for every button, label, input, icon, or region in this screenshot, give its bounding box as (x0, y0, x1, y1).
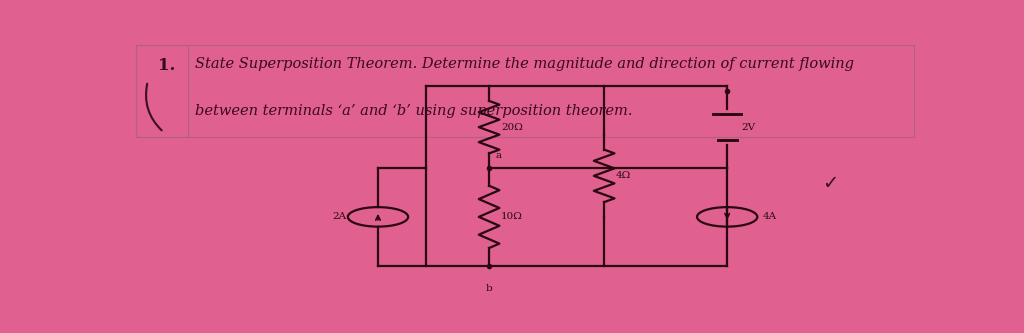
Text: 2V: 2V (741, 123, 756, 132)
Text: a: a (496, 152, 502, 161)
Text: State Superposition Theorem. Determine the magnitude and direction of current fl: State Superposition Theorem. Determine t… (196, 57, 854, 71)
Text: b: b (485, 284, 493, 293)
Text: ✓: ✓ (822, 174, 839, 193)
Bar (136, 45, 187, 138)
Text: 2A: 2A (332, 212, 346, 221)
Text: 4A: 4A (763, 212, 777, 221)
Text: 20Ω: 20Ω (501, 123, 523, 132)
Bar (136, 45, 913, 138)
Text: 4Ω: 4Ω (616, 171, 632, 180)
Text: 10Ω: 10Ω (501, 212, 523, 221)
Text: 1.: 1. (158, 57, 175, 74)
Text: between terminals ‘a’ and ‘b’ using superposition theorem.: between terminals ‘a’ and ‘b’ using supe… (196, 104, 633, 118)
